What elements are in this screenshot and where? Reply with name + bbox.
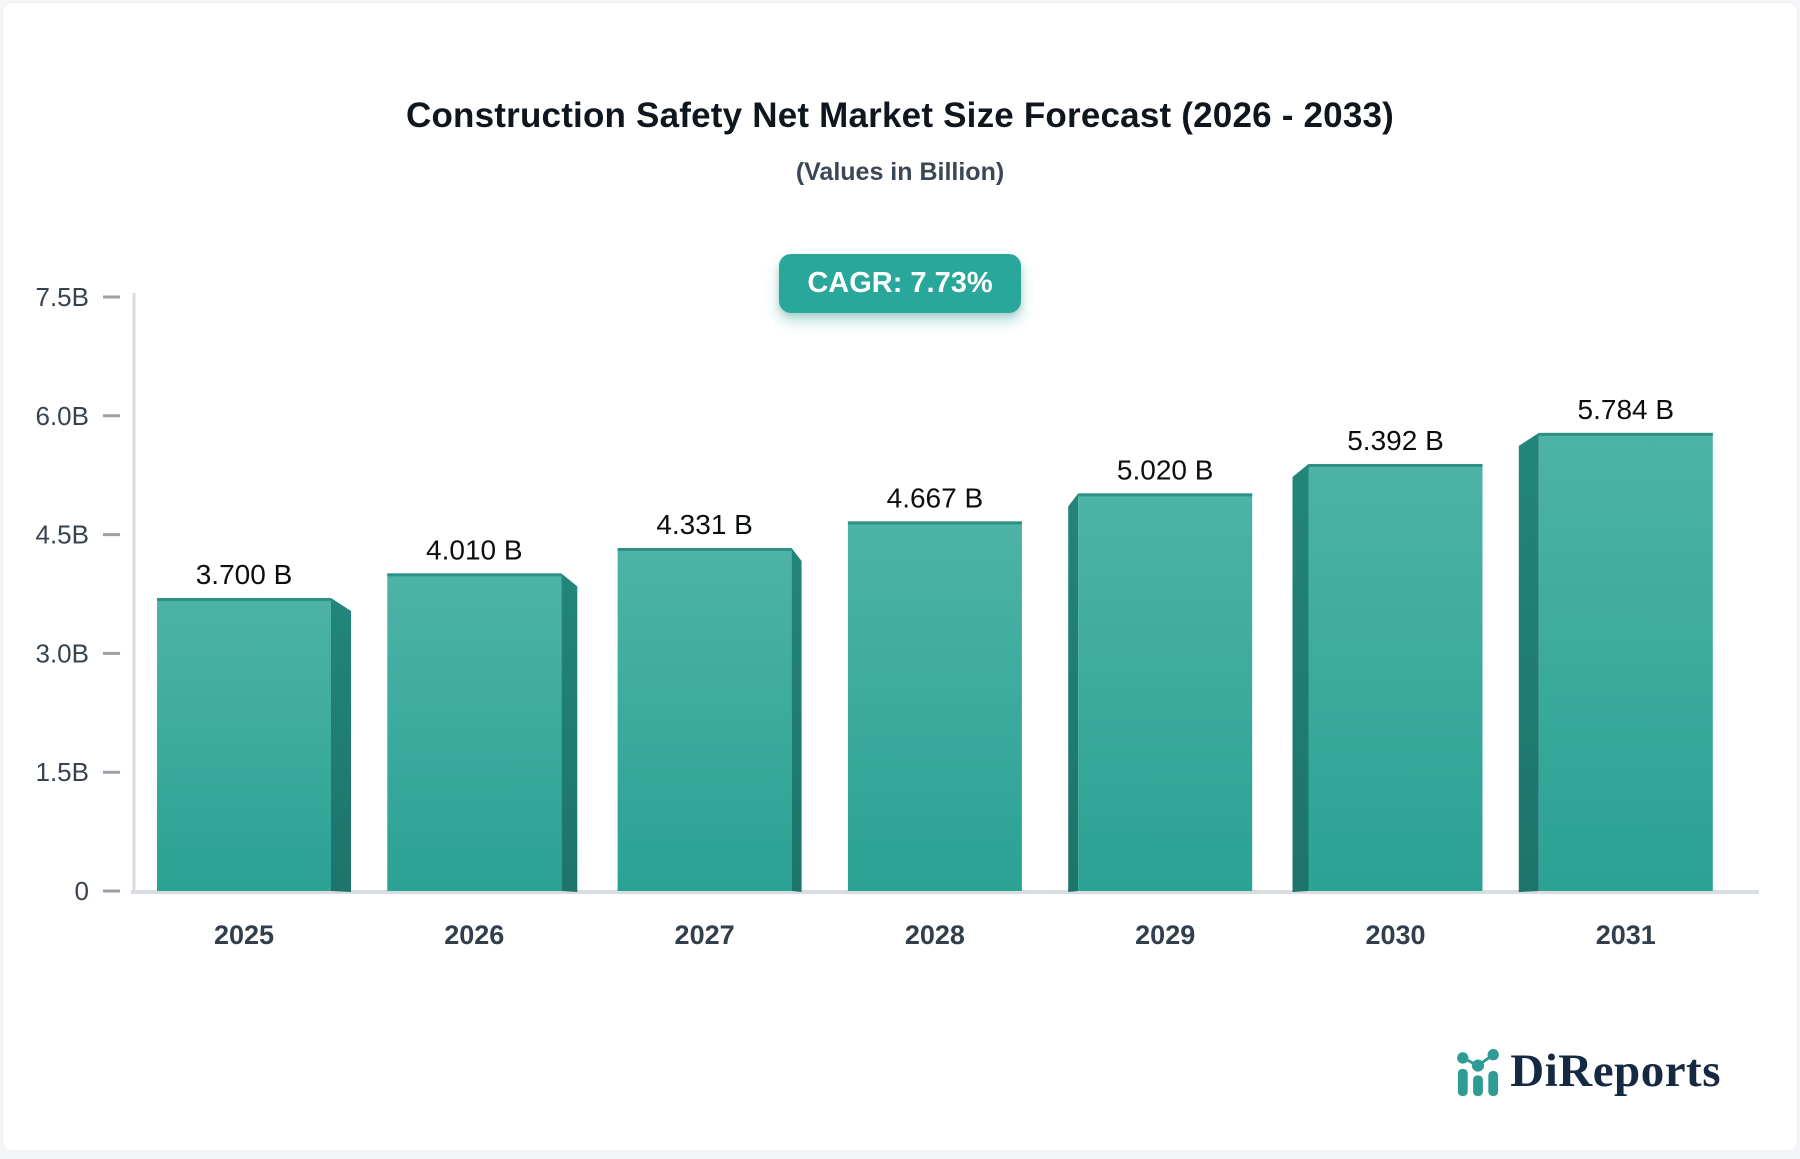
bar-value-label-2029: 5.020 B xyxy=(1117,454,1214,485)
bar-2028 xyxy=(848,521,1022,891)
bar-value-label-2025: 3.700 B xyxy=(196,559,293,590)
x-category-label-2029: 2029 xyxy=(1135,920,1195,950)
y-tick-label-6.0B: 6.0B xyxy=(36,401,90,431)
bar-2030 xyxy=(1309,464,1483,891)
y-tick-label-4.5B: 4.5B xyxy=(36,520,90,550)
x-category-label-2026: 2026 xyxy=(444,920,504,950)
bar-value-label-2030: 5.392 B xyxy=(1347,425,1444,456)
bar-2027 xyxy=(618,548,792,891)
y-tick-label-7.5B: 7.5B xyxy=(36,282,90,312)
mini-bar-trend-icon xyxy=(1456,1046,1500,1096)
brand-logo: DiReports xyxy=(1456,1044,1721,1098)
brand-logo-text: DiReports xyxy=(1510,1044,1721,1098)
x-category-label-2027: 2027 xyxy=(675,920,735,950)
x-category-label-2028: 2028 xyxy=(905,920,965,950)
bar-side-2025 xyxy=(331,598,351,892)
bar-side-2029 xyxy=(1068,493,1078,892)
bar-value-label-2026: 4.010 B xyxy=(426,534,523,565)
bar-2025 xyxy=(157,598,331,891)
bar-value-label-2031: 5.784 B xyxy=(1578,394,1675,425)
bar-value-label-2028: 4.667 B xyxy=(887,482,984,513)
bar-side-2027 xyxy=(792,548,802,892)
x-category-label-2025: 2025 xyxy=(214,920,274,950)
bar-side-2031 xyxy=(1519,433,1539,892)
y-tick-label-0: 0 xyxy=(75,876,89,906)
y-tick-label-1.5B: 1.5B xyxy=(36,757,90,787)
bar-side-2026 xyxy=(561,573,577,892)
bar-2026 xyxy=(387,573,561,891)
bar-2031 xyxy=(1539,433,1713,891)
y-tick-label-3.0B: 3.0B xyxy=(36,638,90,668)
bar-chart: 0 1.5B 3.0B 4.5B 6.0B 7.5B 3.700 B 2025 4.010 B 2… xyxy=(3,3,1800,1159)
x-category-label-2030: 2030 xyxy=(1365,920,1425,950)
x-category-label-2031: 2031 xyxy=(1596,920,1656,950)
bar-2029 xyxy=(1078,493,1252,891)
bar-value-label-2027: 4.331 B xyxy=(656,509,753,540)
bar-side-2030 xyxy=(1293,464,1309,892)
